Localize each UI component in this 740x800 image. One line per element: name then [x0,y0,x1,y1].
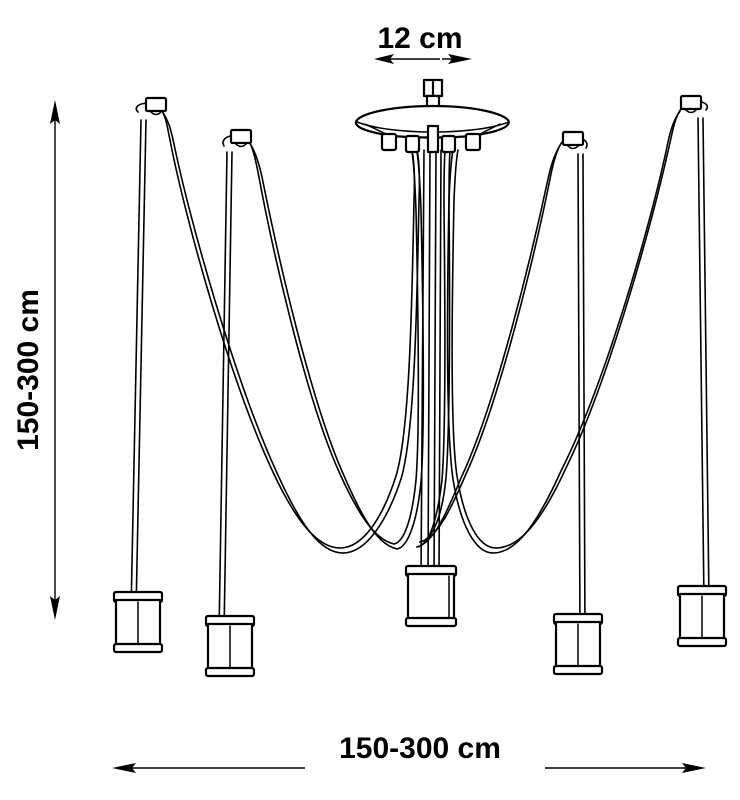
drop-height-dimension: 150-300 cm [12,100,60,620]
canopy-outlet-4 [464,132,482,152]
cable-6-drop [697,117,705,603]
hook-1-body [144,96,168,113]
socket-3-body [406,572,456,624]
canopy-outlet-1 [380,132,398,152]
cable-5-drop-edge [582,153,586,635]
cable-1-return [339,149,416,549]
cable-5-swag-edge [416,146,560,548]
lamp-socket-2 [204,614,256,678]
hook-2-body [229,128,253,145]
drop-height-label: 150-300 cm [12,289,45,451]
cable-2-drop [223,151,233,635]
cable-4-drop [433,149,437,579]
spread-width-arrow-right [682,763,706,773]
cable-6-swag [495,100,709,549]
cable-6-return-edge [446,149,494,554]
cable-5-return-edge [416,151,446,548]
hook-3-loop [566,144,580,150]
cable-6-return [451,149,497,549]
spread-width-arrow-left [112,763,136,773]
ceiling-hooks-group [144,94,703,150]
spread-width-label: 150-300 cm [339,732,501,765]
cable-2-drop-edge [218,151,228,635]
lamp-socket-3 [404,564,458,628]
socket-4-bottom-rim [552,664,604,676]
canopy-outlet-2 [404,134,421,154]
cable-1-drop [135,119,147,613]
cable-2-swag [222,134,395,545]
cable-group [130,100,710,635]
lamp-socket-1 [112,590,164,654]
socket-5-bottom-rim [676,636,728,648]
cable-3-drop-edge [427,149,431,579]
drop-height-arrow-top [50,100,60,124]
ceiling-hook-3 [561,130,585,150]
hook-2-loop [234,142,248,148]
cable-1-drop-edge [130,119,142,613]
lamp-socket-5 [676,584,728,648]
canopy-width-arrow-left [374,54,394,64]
cable-1-swag-edge [162,112,344,554]
hook-3-body [561,130,585,147]
socket-1-bottom-rim [112,642,164,654]
canopy-outlet-3 [440,134,457,154]
canopy-width-arrow-right [448,54,472,64]
cable-5-drop [577,153,581,635]
hook-4-loop [684,108,698,114]
canopy-center-stem [426,124,440,154]
cable-2-swag-edge [250,144,398,550]
cable-1-return-edge [342,149,421,554]
spread-width-dimension: 150-300 cm [112,732,706,773]
cable-1-swag [135,102,341,549]
canopy-width-label: 12 cm [377,22,462,55]
ceiling-hook-4 [679,94,703,114]
cable-6-drop-edge [702,117,710,603]
ceiling-hook-2 [229,128,253,148]
ceiling-canopy [354,78,510,154]
cable-4-drop-edge [438,149,442,579]
canopy-width-dimension: 12 cm [374,22,472,64]
cable-2-return-edge [396,151,425,550]
cable-2-return [393,151,420,545]
lamp-socket-4 [552,612,604,676]
hook-4-body [679,94,703,111]
drop-height-arrow-bottom [50,596,60,620]
socket-group [112,564,728,678]
socket-2-bottom-rim [204,666,256,678]
cable-6-swag-edge [492,110,681,554]
socket-3-bottom-rim [404,616,458,628]
ceiling-hook-1 [144,96,168,116]
hook-1-loop [149,110,163,116]
